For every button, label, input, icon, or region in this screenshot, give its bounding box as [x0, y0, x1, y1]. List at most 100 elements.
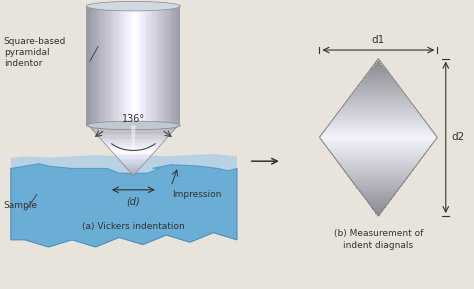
Polygon shape [109, 148, 158, 149]
Polygon shape [89, 6, 91, 125]
Polygon shape [159, 6, 162, 125]
Polygon shape [132, 174, 135, 175]
Polygon shape [123, 164, 144, 166]
Polygon shape [128, 169, 139, 171]
Text: d1: d1 [372, 35, 385, 45]
Polygon shape [361, 82, 396, 84]
Text: (b) Measurement of
indent diagnals: (b) Measurement of indent diagnals [334, 229, 423, 249]
Polygon shape [100, 6, 103, 125]
Polygon shape [98, 6, 100, 125]
Polygon shape [330, 151, 427, 153]
Polygon shape [377, 61, 380, 63]
Polygon shape [347, 175, 409, 177]
Polygon shape [352, 94, 405, 96]
Polygon shape [370, 71, 387, 73]
Polygon shape [140, 6, 143, 125]
Polygon shape [356, 186, 401, 188]
Text: d2: d2 [451, 132, 465, 142]
Polygon shape [340, 165, 417, 167]
Polygon shape [366, 200, 390, 202]
Polygon shape [334, 118, 422, 120]
Polygon shape [103, 6, 105, 125]
Polygon shape [319, 137, 438, 139]
Polygon shape [91, 128, 176, 129]
Polygon shape [365, 198, 392, 200]
Polygon shape [333, 155, 424, 157]
Polygon shape [321, 135, 436, 137]
Polygon shape [176, 6, 178, 125]
Polygon shape [131, 173, 136, 174]
Polygon shape [120, 160, 147, 162]
Polygon shape [328, 125, 428, 127]
Polygon shape [343, 169, 414, 171]
Polygon shape [162, 6, 164, 125]
Polygon shape [155, 6, 157, 125]
Polygon shape [173, 6, 176, 125]
Polygon shape [359, 84, 398, 86]
Polygon shape [11, 154, 237, 173]
Polygon shape [374, 210, 383, 212]
Polygon shape [119, 159, 148, 160]
Polygon shape [126, 6, 128, 125]
Polygon shape [336, 116, 421, 118]
Polygon shape [103, 142, 164, 143]
Polygon shape [333, 120, 424, 122]
Polygon shape [111, 151, 156, 152]
Polygon shape [346, 173, 411, 175]
Polygon shape [364, 197, 393, 198]
Polygon shape [126, 167, 141, 168]
Polygon shape [131, 6, 133, 125]
Polygon shape [325, 145, 431, 147]
Polygon shape [115, 6, 117, 125]
Polygon shape [370, 204, 387, 206]
Polygon shape [330, 124, 427, 125]
Polygon shape [93, 130, 173, 132]
Polygon shape [117, 6, 119, 125]
Polygon shape [108, 6, 110, 125]
Polygon shape [373, 208, 384, 210]
Polygon shape [371, 68, 386, 71]
Ellipse shape [86, 121, 181, 130]
Polygon shape [112, 152, 155, 153]
Polygon shape [331, 153, 426, 155]
Polygon shape [361, 192, 396, 194]
Polygon shape [113, 153, 154, 154]
Polygon shape [96, 134, 170, 136]
Polygon shape [374, 64, 383, 66]
Polygon shape [346, 102, 411, 104]
Polygon shape [345, 171, 412, 173]
Polygon shape [152, 6, 155, 125]
Polygon shape [178, 6, 181, 125]
Polygon shape [95, 133, 172, 134]
Text: (d): (d) [127, 197, 140, 207]
Polygon shape [171, 6, 173, 125]
Polygon shape [358, 86, 399, 88]
Polygon shape [92, 129, 175, 130]
Polygon shape [124, 166, 142, 167]
Polygon shape [358, 188, 399, 190]
Polygon shape [328, 149, 428, 151]
Polygon shape [96, 6, 98, 125]
Polygon shape [102, 140, 164, 142]
Polygon shape [359, 190, 398, 192]
Polygon shape [322, 141, 434, 143]
Polygon shape [334, 157, 422, 159]
Polygon shape [101, 139, 166, 140]
Polygon shape [336, 159, 421, 161]
Polygon shape [145, 6, 147, 125]
Polygon shape [130, 172, 137, 173]
Polygon shape [343, 106, 414, 108]
Polygon shape [355, 185, 402, 186]
Polygon shape [99, 137, 168, 138]
Polygon shape [91, 6, 93, 125]
Polygon shape [150, 6, 152, 125]
Polygon shape [131, 125, 136, 161]
Polygon shape [94, 132, 173, 133]
Polygon shape [112, 6, 115, 125]
Polygon shape [324, 143, 433, 145]
Polygon shape [364, 78, 393, 80]
Polygon shape [121, 162, 146, 163]
Polygon shape [90, 127, 177, 128]
Polygon shape [147, 6, 150, 125]
Polygon shape [157, 6, 159, 125]
